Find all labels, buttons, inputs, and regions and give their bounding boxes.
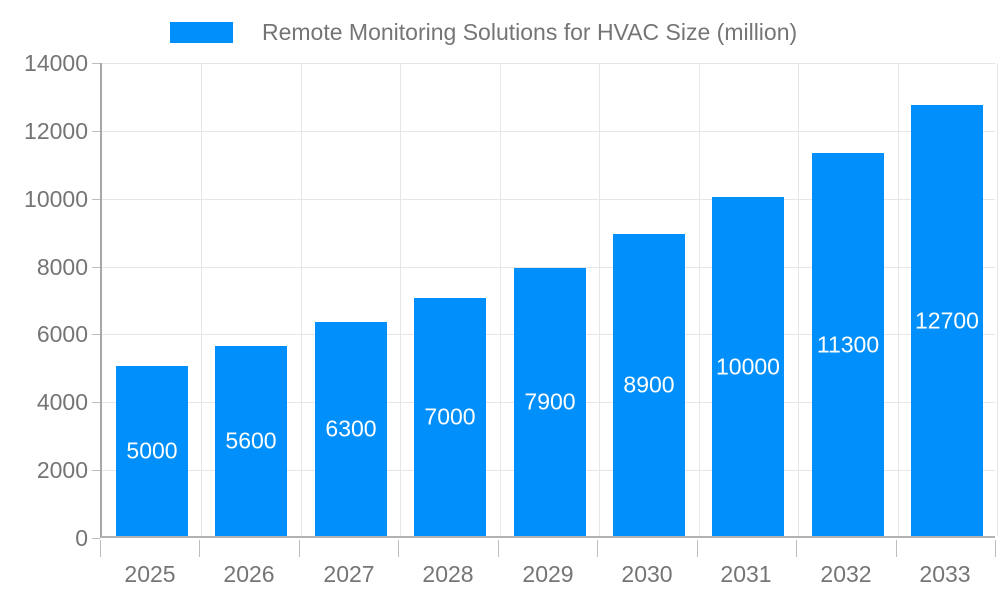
y-axis-label: 0 — [75, 525, 88, 551]
legend-label: Remote Monitoring Solutions for HVAC Siz… — [262, 18, 798, 45]
y-axis-label: 12000 — [24, 117, 88, 144]
bar-value-label: 5000 — [126, 437, 178, 464]
x-gridline — [301, 63, 302, 536]
bar-value-label: 7900 — [524, 388, 576, 415]
x-gridline — [898, 63, 899, 536]
bar-2027[interactable]: 6300 — [315, 322, 387, 536]
bar-value-label: 11300 — [816, 331, 880, 357]
x-axis-tick — [199, 540, 200, 557]
x-axis-tick — [995, 540, 996, 557]
x-gridline — [500, 63, 501, 536]
y-gridline — [102, 266, 995, 268]
bar-2029[interactable]: 7900 — [514, 268, 586, 536]
legend-swatch-icon — [170, 21, 233, 43]
y-gridline — [102, 130, 995, 132]
x-axis-label: 2033 — [919, 561, 971, 587]
y-axis-label: 8000 — [36, 253, 88, 280]
y-axis-tick — [92, 538, 100, 539]
y-axis-tick — [92, 63, 100, 64]
bar-2031[interactable]: 10000 — [712, 197, 784, 536]
bar-2030[interactable]: 8900 — [613, 234, 685, 536]
bar-2032[interactable]: 11300 — [812, 153, 884, 536]
x-axis-label: 2031 — [720, 561, 772, 587]
x-axis-tick — [100, 540, 101, 557]
x-axis-label: 2029 — [522, 561, 574, 587]
x-gridline — [997, 63, 998, 536]
y-axis-label: 10000 — [24, 185, 88, 212]
y-gridline — [102, 63, 995, 64]
y-axis-label: 6000 — [36, 321, 88, 348]
x-axis-label: 2025 — [124, 561, 176, 587]
x-gridline — [599, 63, 600, 536]
y-axis-tick — [92, 334, 100, 336]
x-axis-tick — [398, 540, 399, 557]
x-gridline — [798, 63, 799, 536]
y-axis-tick — [92, 470, 100, 472]
x-axis-tick — [597, 540, 598, 557]
x-axis-label: 2027 — [323, 561, 375, 587]
plot-area: 5000 5600 6300 7000 7900 8900 10000 11300 12700 — [100, 63, 998, 538]
y-axis-label: 14000 — [24, 50, 88, 76]
y-axis-tick — [92, 130, 100, 132]
x-gridline — [400, 63, 401, 536]
bar-value-label: 10000 — [716, 353, 780, 379]
y-axis-tick — [92, 402, 100, 404]
y-gridline — [102, 198, 995, 200]
x-axis-tick — [796, 540, 797, 557]
bar-2026[interactable]: 5600 — [215, 346, 287, 536]
bar-value-label: 6300 — [325, 415, 377, 442]
y-axis-tick — [92, 266, 100, 268]
x-gridline — [201, 63, 202, 536]
x-gridline — [699, 63, 700, 536]
x-axis-label: 2030 — [621, 561, 673, 587]
y-axis-tick — [92, 198, 100, 200]
bar-value-label: 5600 — [225, 427, 277, 454]
chart-legend[interactable]: Remote Monitoring Solutions for HVAC Siz… — [170, 17, 797, 47]
bar-2033[interactable]: 12700 — [911, 105, 983, 536]
bar-value-label: 12700 — [915, 307, 979, 333]
y-axis-label: 2000 — [36, 457, 88, 484]
bar-2028[interactable]: 7000 — [414, 298, 486, 536]
x-axis-tick — [299, 540, 300, 557]
x-axis-tick — [896, 540, 897, 557]
x-axis-tick — [498, 540, 499, 557]
y-axis-label: 4000 — [36, 389, 88, 416]
bar-2025[interactable]: 5000 — [116, 366, 188, 536]
x-axis-label: 2032 — [820, 561, 872, 587]
bar-value-label: 7000 — [424, 403, 476, 430]
x-axis-tick — [697, 540, 698, 557]
x-axis-label: 2026 — [223, 561, 275, 587]
bar-value-label: 8900 — [623, 371, 675, 398]
x-axis-label: 2028 — [422, 561, 474, 587]
